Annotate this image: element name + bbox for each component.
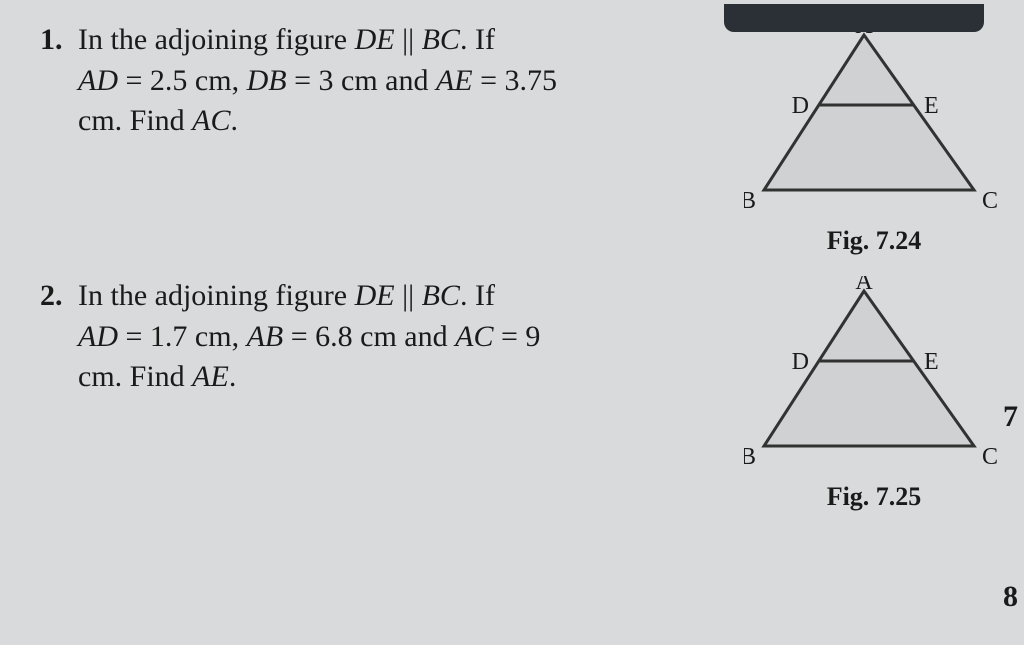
margin-page-char-2: 8	[1003, 580, 1018, 614]
figure-caption: Fig. 7.25	[724, 482, 1024, 512]
var: BC	[422, 23, 460, 56]
problem-text: In the adjoining figure DE || BC. If AD …	[78, 20, 557, 142]
text-frag: cm. Find	[78, 104, 192, 137]
var: DE	[355, 23, 395, 56]
problem-1: 1. In the adjoining figure DE || BC. If …	[40, 20, 724, 142]
svg-text:E: E	[924, 349, 939, 375]
svg-text:D: D	[792, 349, 809, 375]
page: 1. In the adjoining figure DE || BC. If …	[0, 0, 1024, 645]
var: DE	[355, 279, 395, 312]
svg-text:B: B	[744, 444, 756, 470]
text-frag: In the adjoining figure	[78, 279, 355, 312]
figure-2: A B C D E Fig. 7.25	[724, 276, 1024, 512]
text-frag: ||	[395, 23, 422, 56]
problem-text: In the adjoining figure DE || BC. If AD …	[78, 276, 540, 398]
text-frag: = 2.5 cm,	[118, 64, 247, 97]
text-frag: .	[229, 360, 237, 393]
problem-row-1: 1. In the adjoining figure DE || BC. If …	[40, 20, 1024, 256]
text-frag: cm. Find	[78, 360, 192, 393]
var: AE	[192, 360, 229, 393]
triangle-diagram-1: ABCDE	[744, 20, 1004, 220]
var: DB	[247, 64, 287, 97]
problem-row-2: 2. In the adjoining figure DE || BC. If …	[40, 276, 1024, 512]
figure-caption: Fig. 7.24	[724, 226, 1024, 256]
text-frag: ||	[395, 279, 422, 312]
top-accent-bar	[724, 4, 984, 32]
triangle-diagram-2: A B C D E	[744, 276, 1004, 476]
text-frag: = 6.8 cm and	[283, 320, 455, 353]
svg-text:C: C	[982, 188, 998, 214]
var: AB	[247, 320, 284, 353]
svg-text:B: B	[744, 188, 756, 214]
svg-text:C: C	[982, 444, 998, 470]
problem-number: 2.	[40, 279, 68, 313]
text-frag: .	[231, 104, 239, 137]
var: AE	[436, 64, 473, 97]
svg-text:E: E	[924, 93, 939, 119]
text-frag: . If	[460, 23, 495, 56]
text-frag: = 3 cm and	[287, 64, 436, 97]
text-frag: = 9	[493, 320, 540, 353]
text-frag: . If	[460, 279, 495, 312]
text-frag: In the adjoining figure	[78, 23, 355, 56]
margin-page-char-1: 7	[1003, 400, 1018, 434]
var: AC	[192, 104, 230, 137]
var: BC	[422, 279, 460, 312]
var: AC	[455, 320, 493, 353]
var: AD	[78, 320, 118, 353]
problem-2: 2. In the adjoining figure DE || BC. If …	[40, 276, 724, 398]
svg-text:A: A	[855, 276, 873, 295]
figure-1: ABCDE Fig. 7.24	[724, 20, 1024, 256]
svg-text:D: D	[792, 93, 809, 119]
text-frag: = 3.75	[473, 64, 557, 97]
problem-number: 1.	[40, 23, 68, 57]
text-frag: = 1.7 cm,	[118, 320, 247, 353]
var: AD	[78, 64, 118, 97]
